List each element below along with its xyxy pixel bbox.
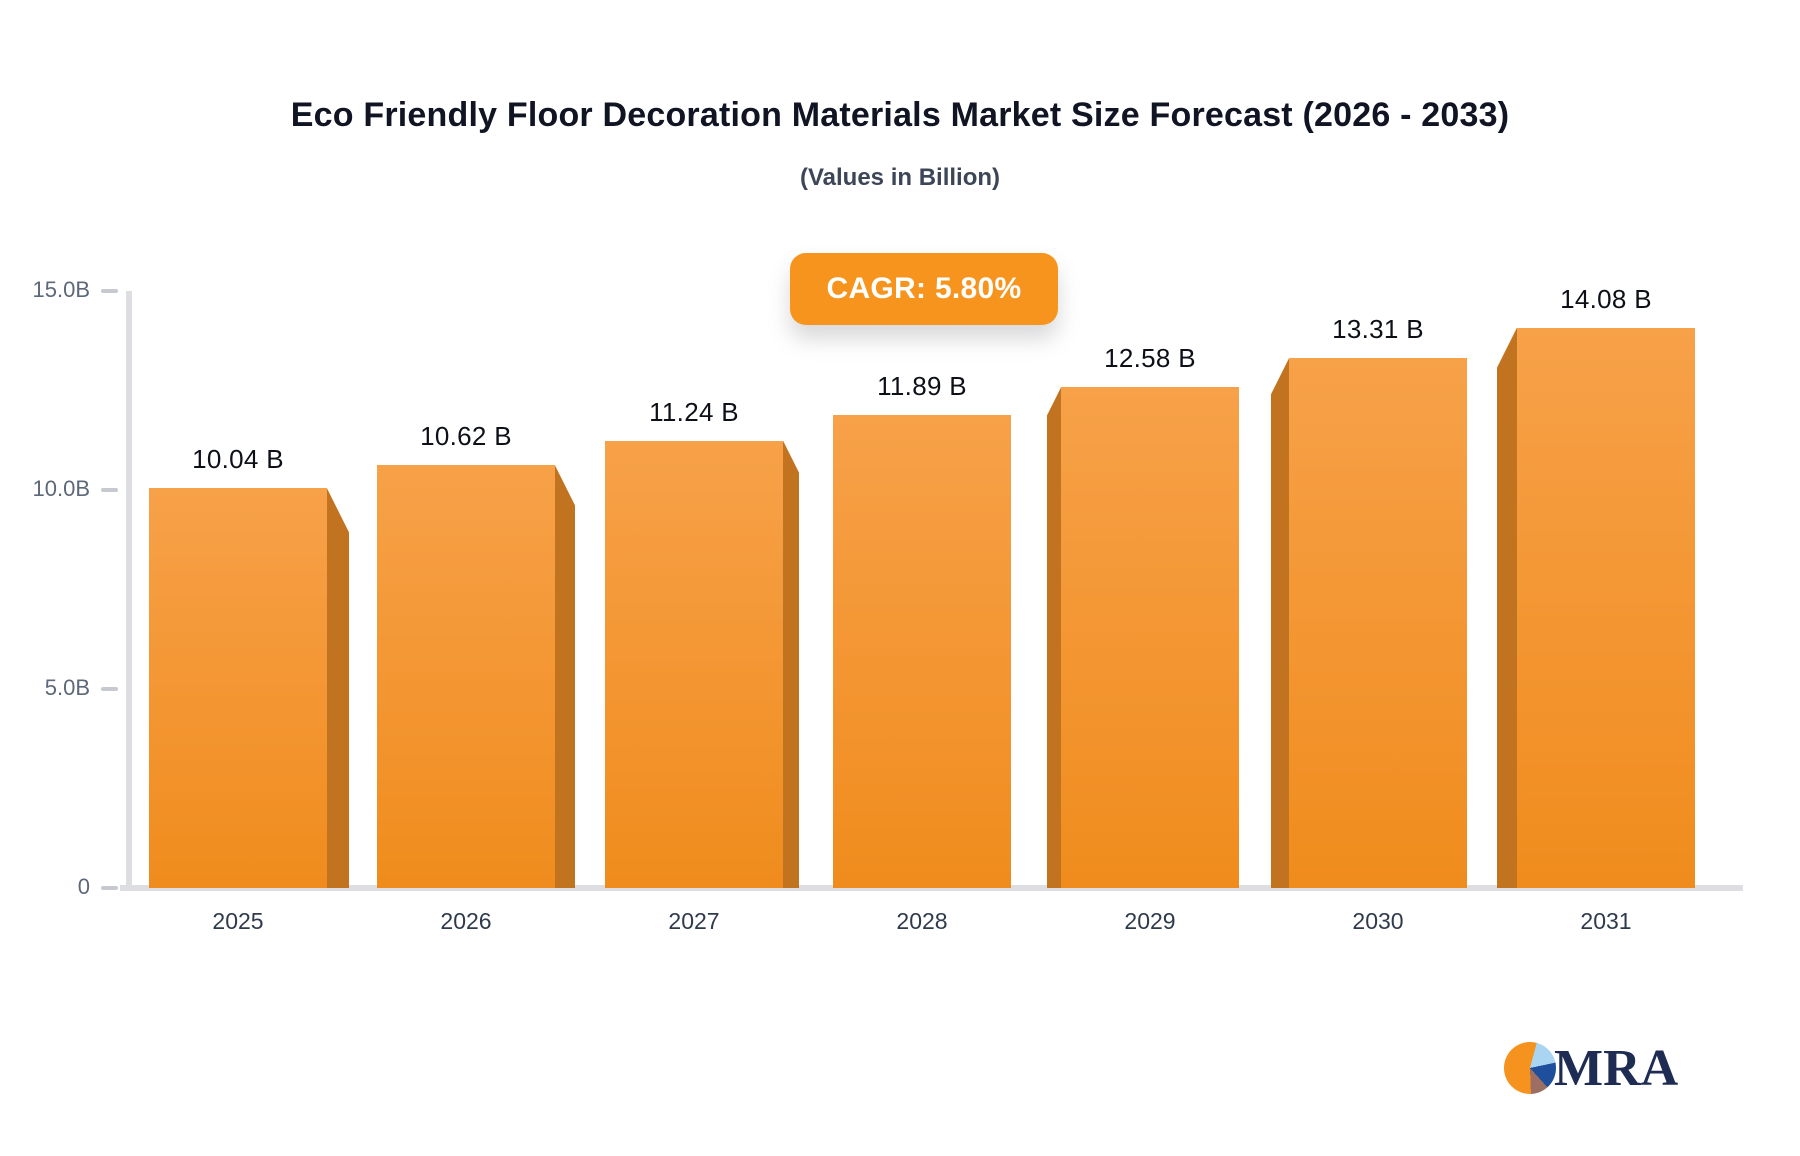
y-axis-tick-mark	[101, 687, 118, 691]
bar-value-label: 10.62 B	[420, 421, 512, 452]
y-axis-tick-mark	[101, 886, 118, 890]
bar-value-label: 10.04 B	[192, 444, 284, 475]
y-axis-tick-label: 0	[77, 874, 90, 899]
y-axis-line	[126, 291, 132, 888]
y-axis-tick-label: 10.0B	[32, 476, 91, 501]
bar	[1517, 327, 1695, 888]
bar-value-label: 13.31 B	[1332, 314, 1424, 345]
x-axis-label: 2026	[440, 908, 492, 934]
pie-chart-icon	[1504, 1042, 1556, 1094]
bar-side	[327, 488, 349, 888]
bar	[605, 440, 783, 888]
cagr-badge: CAGR: 5.80%	[790, 253, 1058, 325]
y-axis-tick-label: 5.0B	[44, 675, 90, 700]
bar	[1289, 358, 1467, 888]
chart-title: Eco Friendly Floor Decoration Materials …	[290, 96, 1510, 134]
y-axis-tick-mark	[101, 488, 118, 492]
x-axis-label: 2031	[1580, 908, 1632, 934]
bar-side	[1497, 327, 1517, 888]
bar-side	[1047, 387, 1061, 888]
bar-value-label: 12.58 B	[1104, 343, 1196, 374]
bar-value-label: 14.08 B	[1560, 283, 1652, 314]
bar-side	[783, 440, 799, 888]
x-axis-label: 2029	[1124, 908, 1176, 934]
bar-side	[1271, 358, 1289, 888]
bar-value-label: 11.24 B	[649, 396, 739, 427]
bar	[149, 488, 327, 888]
bar	[1061, 387, 1239, 888]
chart-subtitle: (Values in Billion)	[799, 164, 1001, 191]
y-axis-tick-mark	[101, 289, 118, 293]
brand-logo: MRA	[1504, 1038, 1678, 1098]
x-axis-label: 2028	[896, 908, 948, 934]
x-axis-label: 2030	[1352, 908, 1404, 934]
x-axis-line	[120, 885, 1743, 891]
bar	[833, 414, 1011, 888]
bar-side	[555, 465, 575, 888]
y-axis-tick-label: 15.0B	[32, 277, 91, 302]
bar-value-label: 11.89 B	[877, 370, 967, 401]
bar	[377, 465, 555, 888]
x-axis-label: 2027	[668, 908, 720, 934]
x-axis-label: 2025	[212, 908, 264, 934]
logo-text: MRA	[1554, 1039, 1679, 1097]
